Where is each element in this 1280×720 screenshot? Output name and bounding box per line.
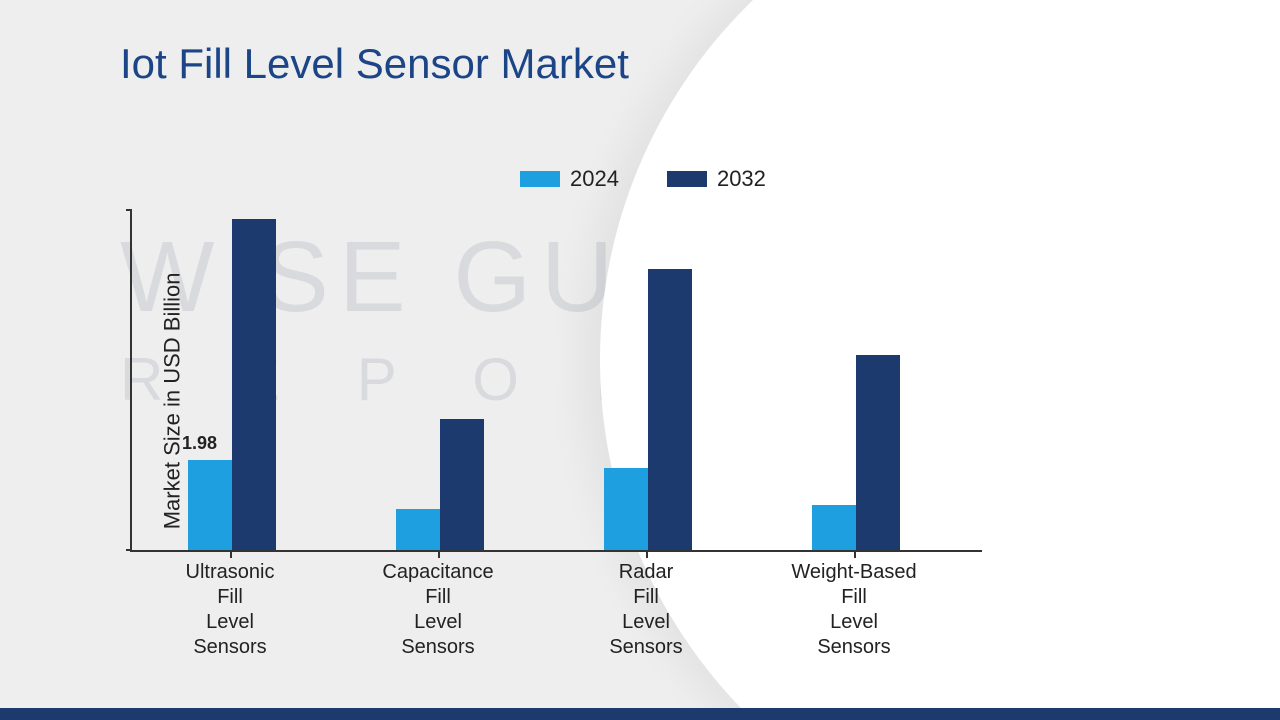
brand-line2: REPORTS <box>1077 70 1252 88</box>
value-label-2024-0: 1.98 <box>182 433 217 454</box>
bar-2024-2 <box>604 468 648 550</box>
legend-swatch-2024 <box>520 171 560 187</box>
bar-2032-2 <box>648 269 692 550</box>
bottom-strip <box>0 708 1280 720</box>
plot: 1.98 <box>130 210 982 552</box>
bar-2032-1 <box>440 419 484 550</box>
brand-wise: WISE <box>1077 30 1172 68</box>
chart-title: Iot Fill Level Sensor Market <box>120 40 629 88</box>
stage: WISE GUY R E P O R T S WISEGUY REPORTS I… <box>0 0 1280 720</box>
x-category-3: Weight-BasedFillLevelSensors <box>774 556 934 660</box>
legend-label-2024: 2024 <box>570 166 619 192</box>
brand-line1: WISEGUY <box>1077 32 1252 66</box>
legend-swatch-2032 <box>667 171 707 187</box>
legend-label-2032: 2032 <box>717 166 766 192</box>
x-category-2: RadarFillLevelSensors <box>566 556 726 660</box>
bar-2024-0 <box>188 460 232 550</box>
bar-2024-1 <box>396 509 440 550</box>
bar-2024-3 <box>812 505 856 550</box>
bar-2032-0 <box>232 219 276 550</box>
legend-item-2032: 2032 <box>667 166 766 192</box>
legend: 2024 2032 <box>520 166 766 192</box>
brand-logo: WISEGUY REPORTS <box>1077 32 1252 88</box>
chart-area: Market Size in USD Billion 2024 2032 1.9… <box>100 170 980 650</box>
legend-item-2024: 2024 <box>520 166 619 192</box>
x-category-1: CapacitanceFillLevelSensors <box>358 556 518 660</box>
bar-2032-3 <box>856 355 900 550</box>
x-category-0: UltrasonicFillLevelSensors <box>150 556 310 660</box>
brand-guy: GUY <box>1172 30 1252 68</box>
